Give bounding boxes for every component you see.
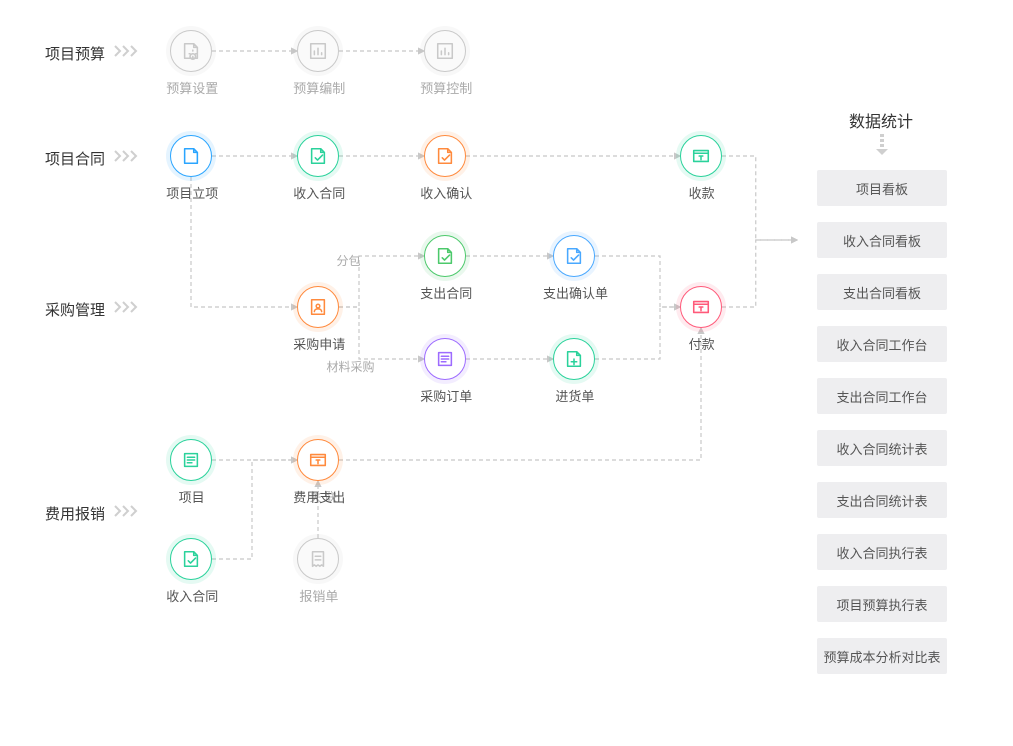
row-chevron-icon <box>113 149 139 167</box>
edge-label: 材料采购 <box>327 358 375 375</box>
node-proj_init[interactable] <box>170 135 212 177</box>
node-budget_ctrl[interactable] <box>424 30 466 72</box>
row-label-budget: 项目预算 <box>45 43 105 64</box>
stats-button[interactable]: 支出合同看板 <box>817 274 947 310</box>
node-goods_in[interactable] <box>553 338 595 380</box>
stats-button[interactable]: 收入合同看板 <box>817 222 947 258</box>
row-label-expense: 费用报销 <box>45 503 105 524</box>
node-expense_out[interactable] <box>297 439 339 481</box>
node-income_cf[interactable] <box>424 135 466 177</box>
node-label-reimburse: 报销单 <box>299 586 336 605</box>
stats-button[interactable]: 收入合同执行表 <box>817 534 947 570</box>
row-chevron-icon <box>113 504 139 522</box>
node-label-expend_cf: 支出确认单 <box>543 283 605 302</box>
node-label-expend_ct: 支出合同 <box>420 283 470 302</box>
edge-label: 分包 <box>337 252 361 269</box>
stats-title: 数据统计 <box>849 108 913 132</box>
node-label-purchase_req: 采购申请 <box>293 334 343 353</box>
row-chevron-icon <box>113 300 139 318</box>
node-receipt[interactable] <box>680 135 722 177</box>
node-label-income_cf: 收入确认 <box>420 183 470 202</box>
node-payment[interactable] <box>680 286 722 328</box>
node-budget_set[interactable] <box>170 30 212 72</box>
node-label-purchase_ord: 采购订单 <box>420 386 470 405</box>
node-label-proj: 项目 <box>179 487 204 506</box>
node-budget_edit[interactable] <box>297 30 339 72</box>
node-expend_cf[interactable] <box>553 235 595 277</box>
node-label-payment: 付款 <box>689 334 714 353</box>
node-label-income_ct2: 收入合同 <box>166 586 216 605</box>
node-label-income_ct: 收入合同 <box>293 183 343 202</box>
stats-down-arrow-icon <box>875 134 889 156</box>
node-label-budget_edit: 预算编制 <box>293 78 343 97</box>
stats-button[interactable]: 项目看板 <box>817 170 947 206</box>
node-purchase_ord[interactable] <box>424 338 466 380</box>
node-proj[interactable] <box>170 439 212 481</box>
stats-button[interactable]: 支出合同工作台 <box>817 378 947 414</box>
row-label-contract: 项目合同 <box>45 148 105 169</box>
node-label-goods_in: 进货单 <box>555 386 592 405</box>
stats-button[interactable]: 收入合同统计表 <box>817 430 947 466</box>
node-purchase_req[interactable] <box>297 286 339 328</box>
node-label-budget_ctrl: 预算控制 <box>420 78 470 97</box>
stats-button[interactable]: 预算成本分析对比表 <box>817 638 947 674</box>
row-label-purchase: 采购管理 <box>45 299 105 320</box>
node-label-receipt: 收款 <box>689 183 714 202</box>
row-chevron-icon <box>113 44 139 62</box>
node-income_ct2[interactable] <box>170 538 212 580</box>
node-expend_ct[interactable] <box>424 235 466 277</box>
stats-button[interactable]: 收入合同工作台 <box>817 326 947 362</box>
stats-button[interactable]: 项目预算执行表 <box>817 586 947 622</box>
stats-button[interactable]: 支出合同统计表 <box>817 482 947 518</box>
node-income_ct[interactable] <box>297 135 339 177</box>
node-label-proj_init: 项目立项 <box>166 183 216 202</box>
node-label-expense_out: 费用支出 <box>293 487 343 506</box>
node-reimburse[interactable] <box>297 538 339 580</box>
node-label-budget_set: 预算设置 <box>166 78 216 97</box>
